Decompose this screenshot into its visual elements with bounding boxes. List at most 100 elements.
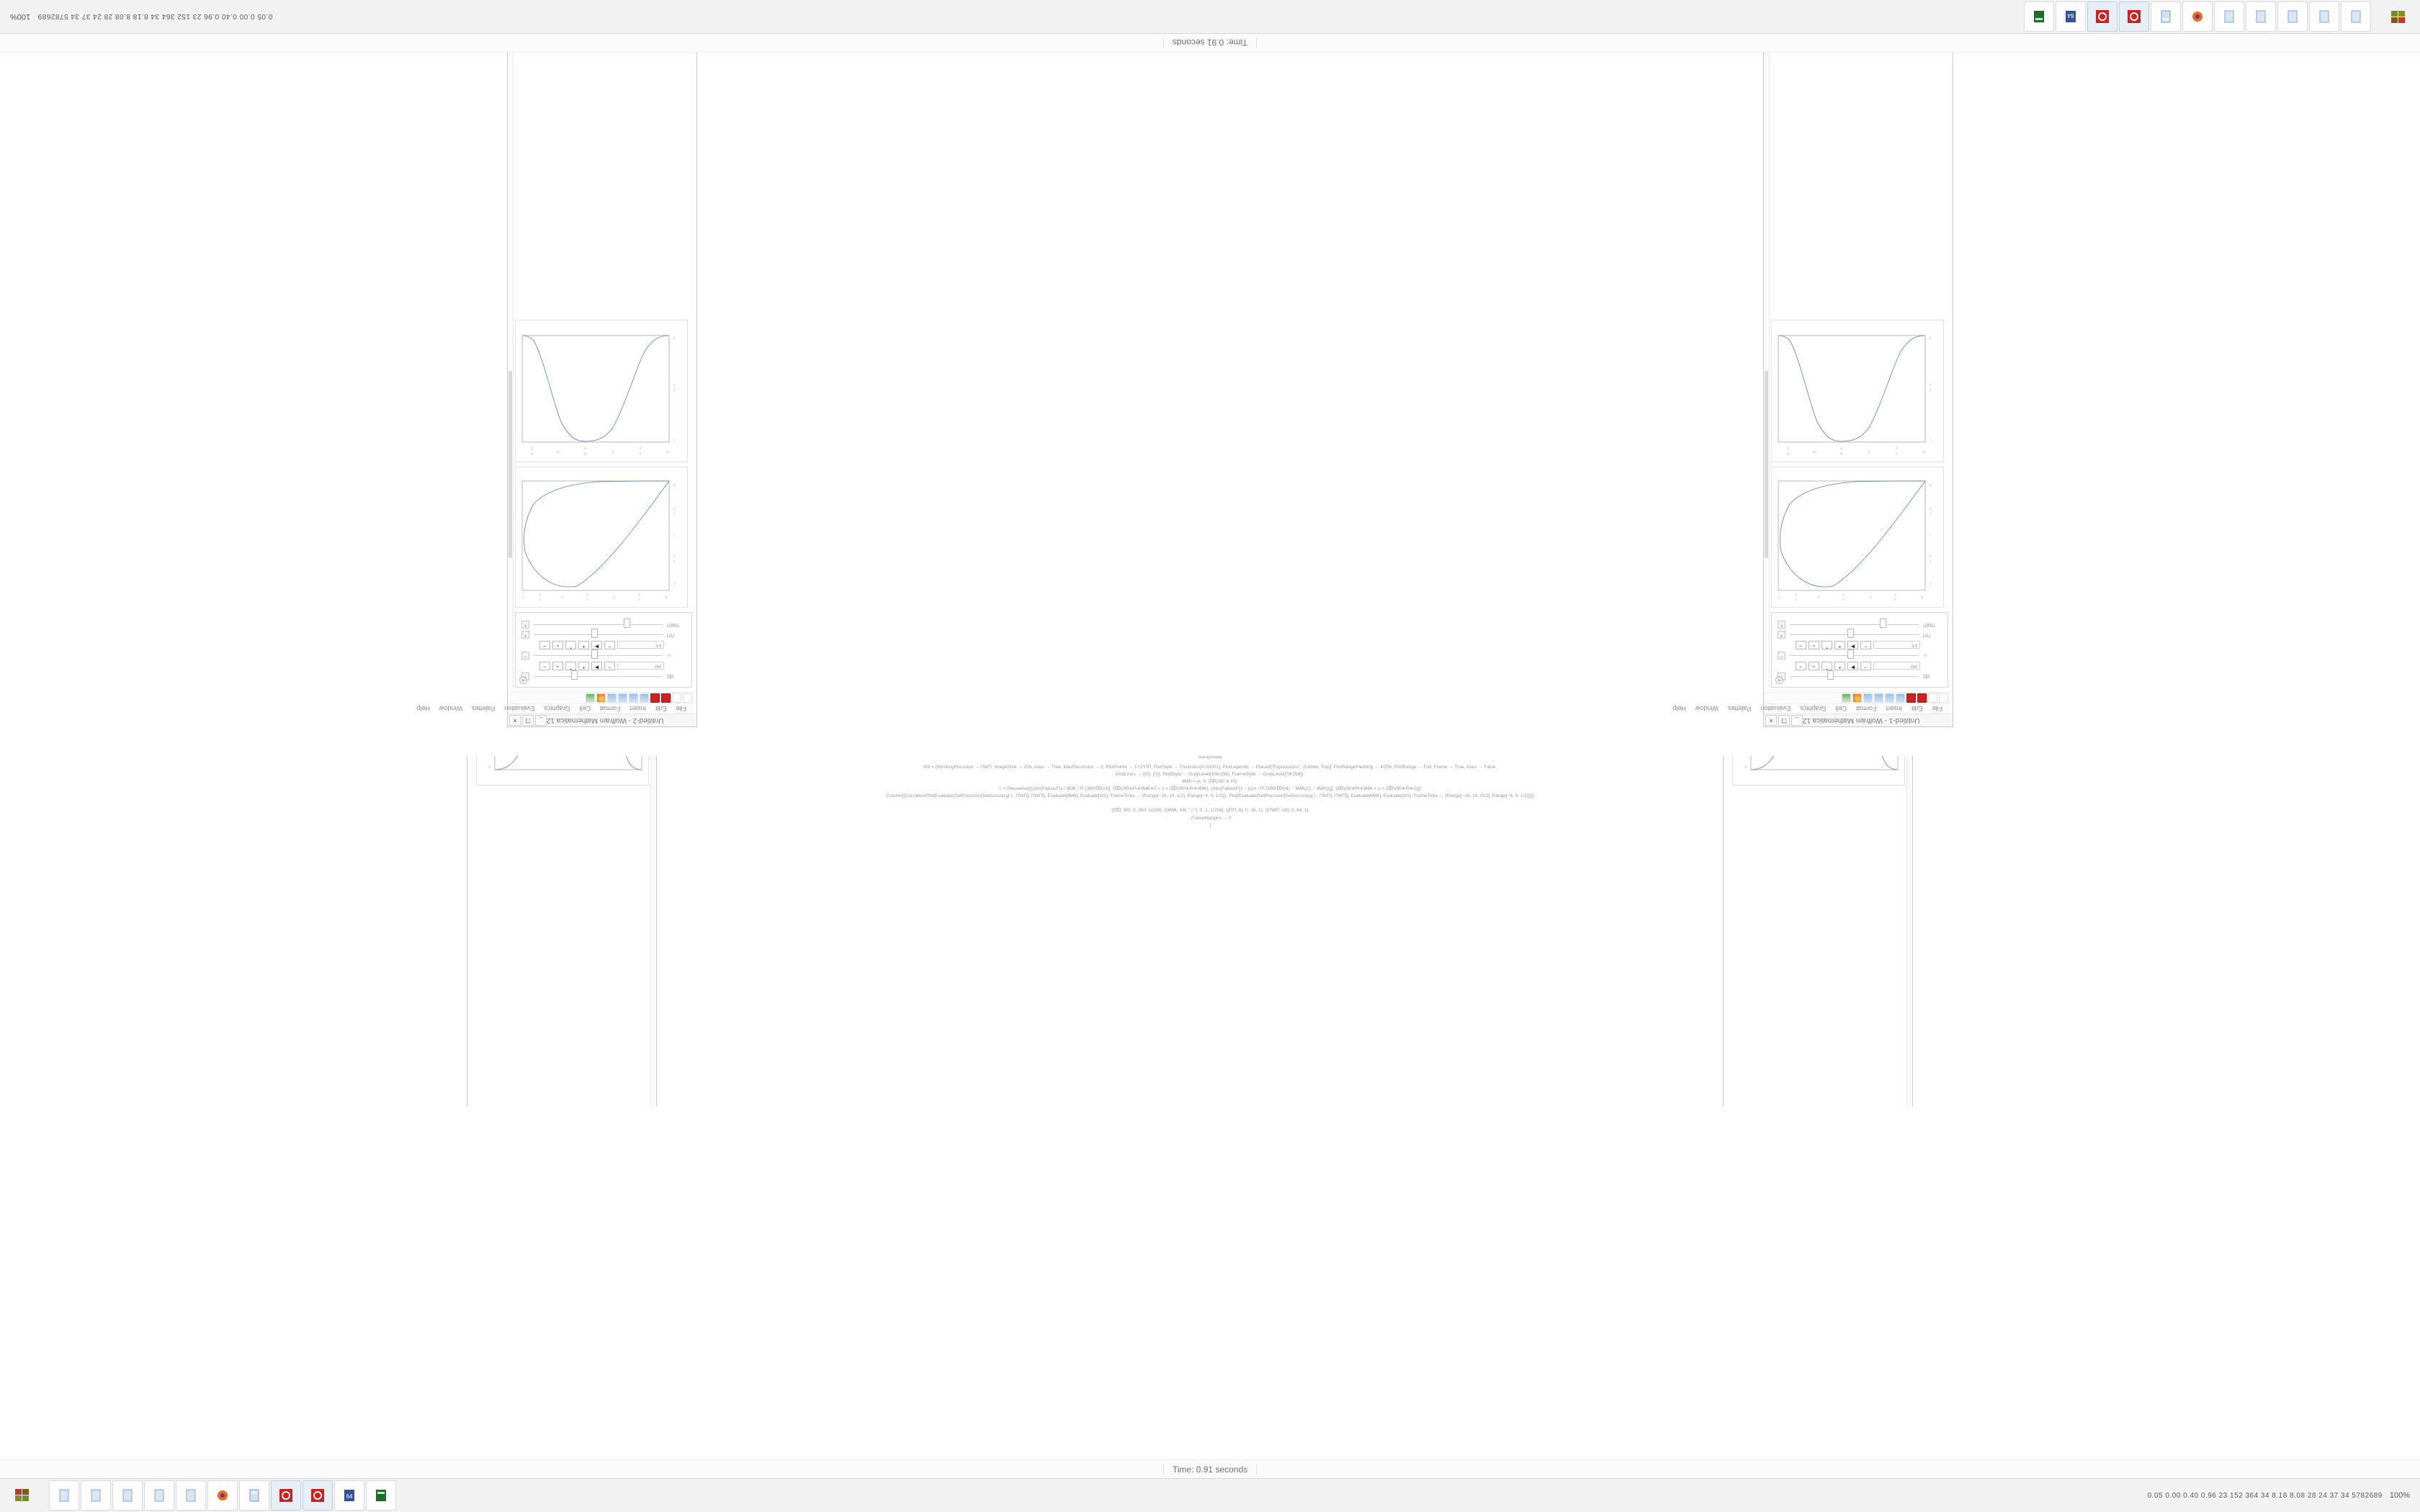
taskbar-notepad-2[interactable] [81,1480,111,1511]
code-region-upright[interactable]: Manipulate[ ꙨS = {WorkingPrecision → ПWП… [0,756,2420,831]
taskbar-notepad-4-rot[interactable] [2246,1,2276,32]
menu-item-file-rot[interactable]: File [1932,705,1942,713]
increment-button-rot2[interactable]: + [1834,641,1845,649]
expand-plotpoints-button-rot[interactable]: + [1778,631,1785,639]
increment-button-2r[interactable]: + [578,662,589,670]
control-row-angle-rot[interactable]: Ꙭ − [1778,670,1942,680]
menubar-right-rotated[interactable]: File Edit Insert Format Cell Graphics Ev… [416,703,696,714]
notebook-window-right-rotated[interactable]: Untitled-2 - Wolfram Mathematica 12.2 _ … [416,0,697,727]
control-row-angle-2r[interactable]: Ꙭ − [521,670,686,680]
mathematica-kernel-icon-2r[interactable] [661,693,671,703]
calculator-icon-2r[interactable] [640,693,649,703]
slider-ratio-rot[interactable] [1790,649,1919,660]
play-button-2r[interactable]: ▶ [591,662,602,670]
menu-item-file-2r[interactable]: File [676,705,686,713]
toolbar-left-rotated[interactable] [1764,692,1953,703]
decrement-button-2r[interactable]: − [604,662,615,670]
titlebar-right-rotated[interactable]: Untitled-2 - Wolfram Mathematica 12.2 _ … [508,714,696,726]
menu-item-graphics-2r[interactable]: Graphics [544,705,570,713]
vertical-scrollbar-2r[interactable] [508,0,514,688]
taskbar-notepad-5-rot[interactable] [2214,1,2244,32]
notebook-window-left-rotated[interactable]: Untitled-1 - Wolfram Mathematica 12.2 _ … [1672,0,1953,727]
taskbar-notepad-1-rot[interactable] [2341,1,2371,32]
taskbar-terminal-rot[interactable] [2024,1,2054,32]
document-1-icon-rot[interactable] [1885,693,1894,703]
maximize-button-rot[interactable]: ❐ [1778,715,1790,726]
document-2-icon-rot[interactable] [1874,693,1883,703]
clock-rot[interactable]: 100% [10,12,31,21]
mathematica-kernel-2-icon-2r[interactable] [650,693,660,703]
menu-item-graphics-rot[interactable]: Graphics [1800,705,1827,713]
slider-plotpoints-2r[interactable] [534,629,663,639]
firefox-icon-rot[interactable] [1852,693,1862,703]
taskbar-buttons[interactable]: 64 [49,1480,396,1511]
speed-up-button-rot2[interactable]: ⌃ [1821,641,1832,649]
control-row-precision-rot[interactable]: ПWП + [1778,618,1942,629]
control-row-ratio-2r[interactable]: ⊹ − [521,649,686,660]
taskbar-notepad-2-rot[interactable] [2309,1,2339,32]
taskbar-notepad-4[interactable] [144,1480,174,1511]
step-row-angle-rot[interactable]: 242 − ▶ + ⌃ ⌄ → [1778,662,1920,670]
menu-item-cell-rot[interactable]: Cell [1835,705,1847,713]
open-icon-2r[interactable] [672,693,681,703]
document-2-icon-2r[interactable] [618,693,627,703]
slider-ratio-2r[interactable] [534,649,663,660]
taskbar-mathematica-2-rot[interactable] [2087,1,2118,32]
decrement-button-rot[interactable]: − [1860,662,1871,670]
slider-precision-2r[interactable] [534,618,663,629]
start-button[interactable] [1,1481,43,1510]
taskbar-notepad-3[interactable] [112,1480,143,1511]
value-field-ratio-2r[interactable]: 0.5 [617,641,664,649]
taskbar[interactable]: 64 0.05 0.00 0.40 0.96 23 152 364 34 8.1… [0,1478,2420,1512]
speed-up-button-2r2[interactable]: ⌃ [565,641,576,649]
control-row-plotpoints-rot[interactable]: ПП + [1778,629,1942,639]
notebook-window-right[interactable]: Untitled-2 - Wolfram Mathematica 12.2 _ … [1723,756,1913,1109]
menu-item-window-2r[interactable]: Window [439,705,462,713]
code-cell-options[interactable]: ꙨS = {WorkingPrecision → ПWП, ImageSize … [0,762,2420,831]
document-3-icon-2r[interactable] [607,693,617,703]
menu-item-evaluation-2r[interactable]: Evaluation [504,705,535,713]
start-button-rot[interactable] [2377,2,2419,31]
taskbar-calculator-rot[interactable] [2151,1,2181,32]
vertical-scrollbar-2[interactable] [1906,756,1912,1109]
value-field-ratio-rot[interactable]: 0.5 [1873,641,1920,649]
menu-item-cell-2r[interactable]: Cell [579,705,591,713]
manipulate-panel-2r[interactable]: + Ꙭ − 242 − ▶ + ⌃ ⌄ → [515,612,692,688]
notebook-window-left[interactable]: Untitled-1 - Wolfram Mathematica 12.2 _ … [467,756,657,1109]
slider-angle-rot[interactable] [1790,670,1919,680]
slider-precision-rot[interactable] [1790,618,1919,629]
terminal-green-icon-2r[interactable] [586,693,595,703]
value-field-angle-rot[interactable]: 242 [1873,662,1920,670]
taskbar-terminal[interactable] [366,1480,396,1511]
taskbar-hexeditor-rot[interactable]: 64 [2056,1,2086,32]
taskbar-mathematica-2[interactable] [302,1480,333,1511]
menu-item-insert-2r[interactable]: Insert [629,705,646,713]
minimize-button-2-rot[interactable]: _ [535,715,547,726]
taskbar-mathematica-1[interactable] [271,1480,301,1511]
mathematica-kernel-2-icon-rot[interactable] [1906,693,1916,703]
vertical-scrollbar[interactable] [650,756,656,1109]
document-3-icon-rot[interactable] [1863,693,1873,703]
decrement-button-2r2[interactable]: − [604,641,615,649]
manipulate-expand-icon-rot[interactable]: + [1775,676,1783,684]
increment-button-rot[interactable]: + [1834,662,1845,670]
taskbar-firefox[interactable] [207,1480,238,1511]
speed-down-button-2r2[interactable]: ⌄ [552,641,563,649]
slider-angle-2r[interactable] [534,670,663,680]
play-button-rot2[interactable]: ▶ [1847,641,1858,649]
notebook-body-right[interactable]: + Ꙭ − 242 − ▶ + ⌃ ⌄ → [1724,756,1912,1109]
expand-plotpoints-button-2r[interactable]: + [521,631,529,639]
collapse-ratio-button-2r[interactable]: − [521,652,529,660]
decrement-button-rot2[interactable]: − [1860,641,1871,649]
manipulate-panel-rot[interactable]: + Ꙭ − 242 − ▶ + ⌃ ⌄ → [1771,612,1948,688]
menu-item-edit-2r[interactable]: Edit [655,705,667,713]
new-notebook-icon-2r[interactable] [683,693,692,703]
step-row-angle-2r[interactable]: 242 − ▶ + ⌃ ⌄ → [521,662,664,670]
notebook-body-left-rotated[interactable]: + Ꙭ − 242 − ▶ + ⌃ ⌄ → [1764,0,1953,688]
play-button-2r2[interactable]: ▶ [591,641,602,649]
firefox-icon-2r[interactable] [596,693,606,703]
document-1-icon-2r[interactable] [629,693,638,703]
increment-button-2r2[interactable]: + [578,641,589,649]
new-notebook-icon-rot[interactable] [1939,693,1948,703]
speed-down-button-rot[interactable]: ⌄ [1809,662,1819,670]
